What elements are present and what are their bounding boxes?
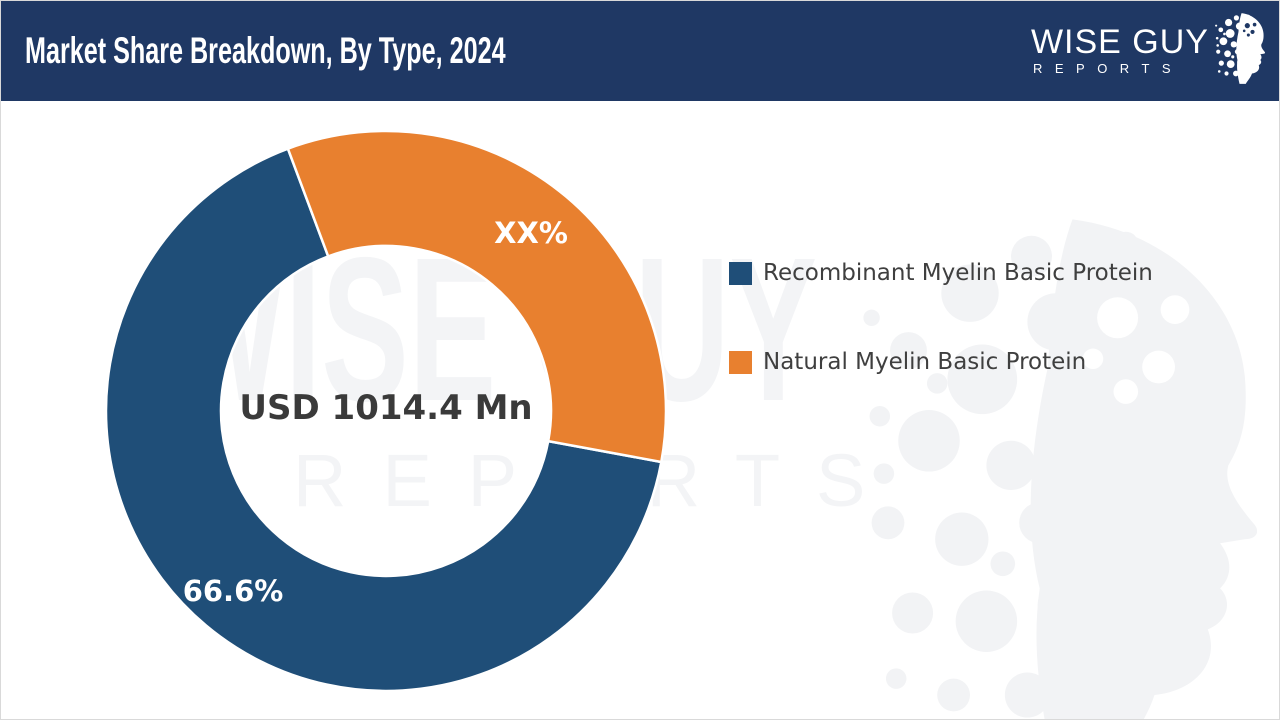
segment-value-recombinant: 66.6%: [182, 574, 284, 608]
donut-center-value: USD 1014.4 Mn: [239, 388, 533, 428]
segment-recombinant: [104, 147, 663, 693]
logo-text: WISE GUY REPORTS: [1031, 25, 1209, 76]
legend-swatch-blue: [729, 261, 752, 285]
logo-reports-label: REPORTS: [1032, 61, 1184, 76]
legend-item-recombinant: Recombinant Myelin Basic Protein: [729, 259, 1153, 287]
wise-guy-reports-logo: WISE GUY REPORTS: [1031, 11, 1265, 84]
chart-legend: Recombinant Myelin Basic Protein Natural…: [729, 259, 1153, 376]
legend-label: Recombinant Myelin Basic Protein: [763, 260, 1153, 286]
legend-label: Natural Myelin Basic Protein: [763, 349, 1087, 375]
logo-wiseguy-label: WISE GUY: [1030, 23, 1209, 61]
header-bar: Market Share Breakdown, By Type, 2024: [1, 1, 1279, 101]
page-title: Market Share Breakdown, By Type, 2024: [25, 30, 506, 71]
legend-swatch-orange: [729, 350, 752, 374]
watermark-face-icon: [863, 219, 1257, 719]
segment-natural: [286, 129, 668, 464]
logo-face-icon: [1215, 13, 1265, 84]
segment-value-natural: XX%: [494, 216, 568, 250]
legend-item-natural: Natural Myelin Basic Protein: [729, 348, 1153, 376]
donut-chart: [104, 129, 668, 693]
